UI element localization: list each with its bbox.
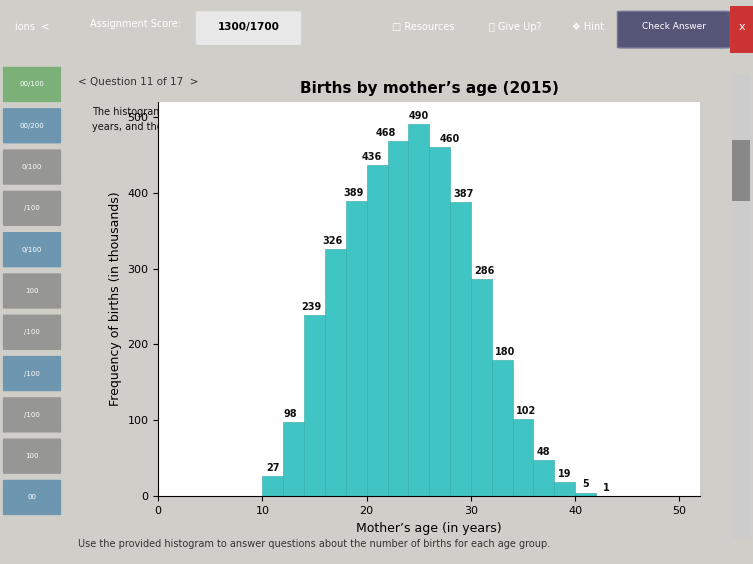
Bar xyxy=(283,422,304,496)
Bar xyxy=(575,492,596,496)
Bar xyxy=(733,74,749,539)
X-axis label: Mother’s age (in years): Mother’s age (in years) xyxy=(356,522,502,535)
Bar xyxy=(325,249,346,496)
Text: 27: 27 xyxy=(266,463,279,473)
Text: 00: 00 xyxy=(28,495,36,500)
Text: Check Answer: Check Answer xyxy=(642,22,706,31)
Text: □ Resources: □ Resources xyxy=(392,21,454,32)
Text: 1: 1 xyxy=(603,483,610,492)
Text: 460: 460 xyxy=(440,134,460,144)
Text: /100: /100 xyxy=(24,205,40,212)
Text: 436: 436 xyxy=(361,152,382,162)
Bar xyxy=(450,202,471,496)
Bar xyxy=(367,165,388,496)
Text: 19: 19 xyxy=(558,469,572,479)
Text: years, and the height of each bin represents the frequency with which the data f: years, and the height of each bin repres… xyxy=(92,122,599,133)
Bar xyxy=(533,460,554,496)
Bar xyxy=(733,140,749,201)
Bar xyxy=(408,124,429,496)
Text: 180: 180 xyxy=(495,347,516,356)
Text: 468: 468 xyxy=(375,128,395,138)
Text: 0/100: 0/100 xyxy=(22,164,42,170)
Text: ⎙ Give Up?: ⎙ Give Up? xyxy=(489,21,542,32)
Text: 286: 286 xyxy=(474,266,495,276)
FancyBboxPatch shape xyxy=(730,6,753,54)
Title: Births by mother’s age (2015): Births by mother’s age (2015) xyxy=(300,81,559,96)
Text: 0/100: 0/100 xyxy=(22,246,42,253)
Bar xyxy=(346,201,367,496)
FancyBboxPatch shape xyxy=(3,274,61,309)
FancyBboxPatch shape xyxy=(3,67,61,102)
FancyBboxPatch shape xyxy=(3,108,61,143)
FancyBboxPatch shape xyxy=(3,232,61,267)
Text: 100: 100 xyxy=(26,288,38,294)
Y-axis label: Frequency of births (in thousands): Frequency of births (in thousands) xyxy=(108,192,122,406)
Text: 00/100: 00/100 xyxy=(20,81,44,87)
Text: x: x xyxy=(739,21,745,32)
Bar xyxy=(513,419,533,496)
Bar xyxy=(492,360,513,496)
Text: 389: 389 xyxy=(343,188,363,198)
Text: /100: /100 xyxy=(24,329,40,335)
Text: 98: 98 xyxy=(284,409,297,419)
Text: 100: 100 xyxy=(26,453,38,459)
Text: 490: 490 xyxy=(409,111,429,121)
Bar xyxy=(429,147,450,496)
Text: ❖ Hint: ❖ Hint xyxy=(572,21,605,32)
Text: 387: 387 xyxy=(453,190,474,200)
Text: Assignment Score:: Assignment Score: xyxy=(90,19,181,29)
FancyBboxPatch shape xyxy=(3,356,61,391)
Text: 102: 102 xyxy=(516,406,536,416)
FancyBboxPatch shape xyxy=(617,11,730,48)
Text: 1300/1700: 1300/1700 xyxy=(218,21,279,32)
Text: The histogram displays the number of 2015 births among U.S. women ages 10 to 50.: The histogram displays the number of 201… xyxy=(92,107,698,117)
Text: < Question 11 of 17  >: < Question 11 of 17 > xyxy=(78,77,198,87)
Text: 239: 239 xyxy=(301,302,322,312)
Bar xyxy=(554,482,575,496)
Text: 326: 326 xyxy=(322,236,343,246)
FancyBboxPatch shape xyxy=(3,480,61,515)
Text: 5: 5 xyxy=(582,479,589,490)
Text: 48: 48 xyxy=(537,447,550,457)
Bar xyxy=(388,141,408,496)
Bar xyxy=(304,315,325,496)
FancyBboxPatch shape xyxy=(3,438,61,474)
FancyBboxPatch shape xyxy=(196,11,301,45)
FancyBboxPatch shape xyxy=(3,191,61,226)
Text: Use the provided histogram to answer questions about the number of births for ea: Use the provided histogram to answer que… xyxy=(78,539,550,549)
Text: /100: /100 xyxy=(24,412,40,418)
FancyBboxPatch shape xyxy=(3,315,61,350)
Text: ions  <: ions < xyxy=(15,21,50,32)
Text: 00/200: 00/200 xyxy=(20,123,44,129)
FancyBboxPatch shape xyxy=(3,149,61,185)
FancyBboxPatch shape xyxy=(3,397,61,433)
Bar xyxy=(262,476,283,496)
Text: /100: /100 xyxy=(24,371,40,377)
Bar xyxy=(471,279,492,496)
